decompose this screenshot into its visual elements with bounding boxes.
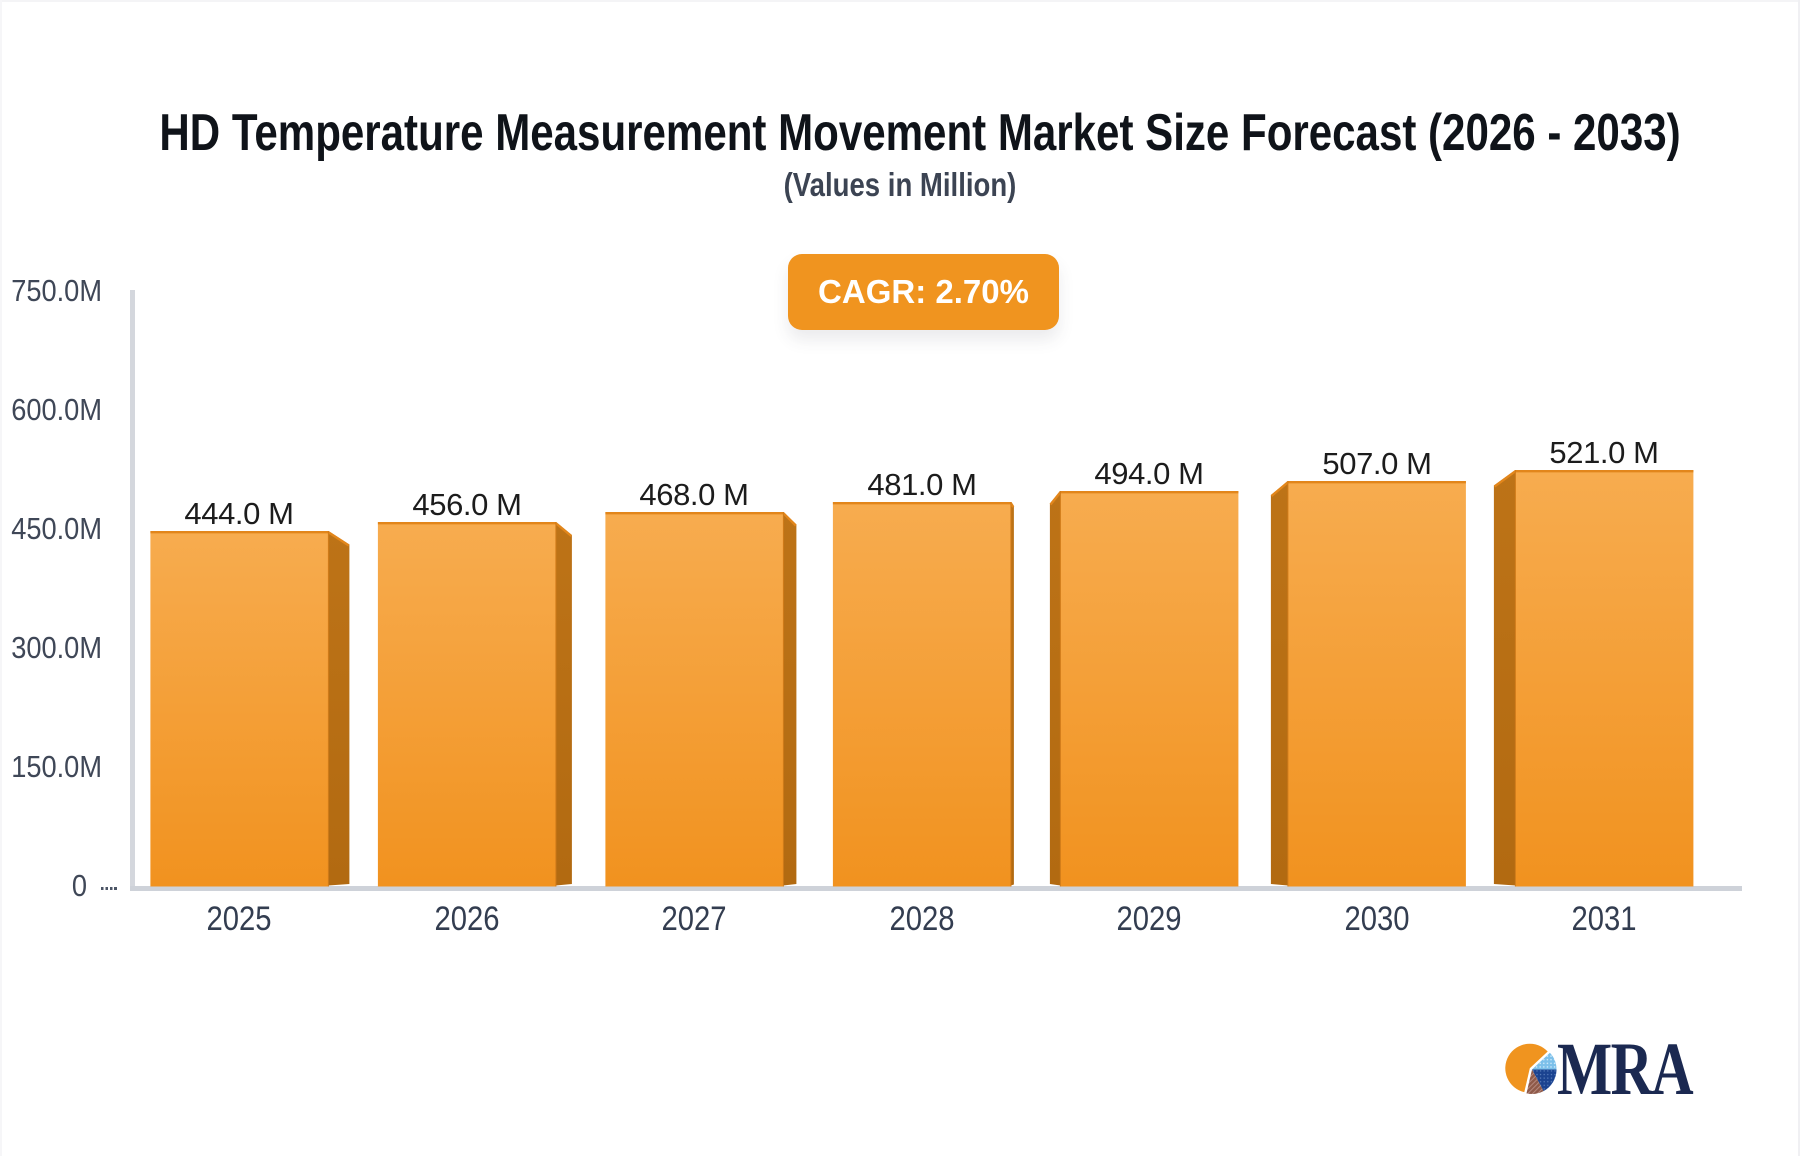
svg-text:MRA: MRA: [1557, 1035, 1694, 1111]
